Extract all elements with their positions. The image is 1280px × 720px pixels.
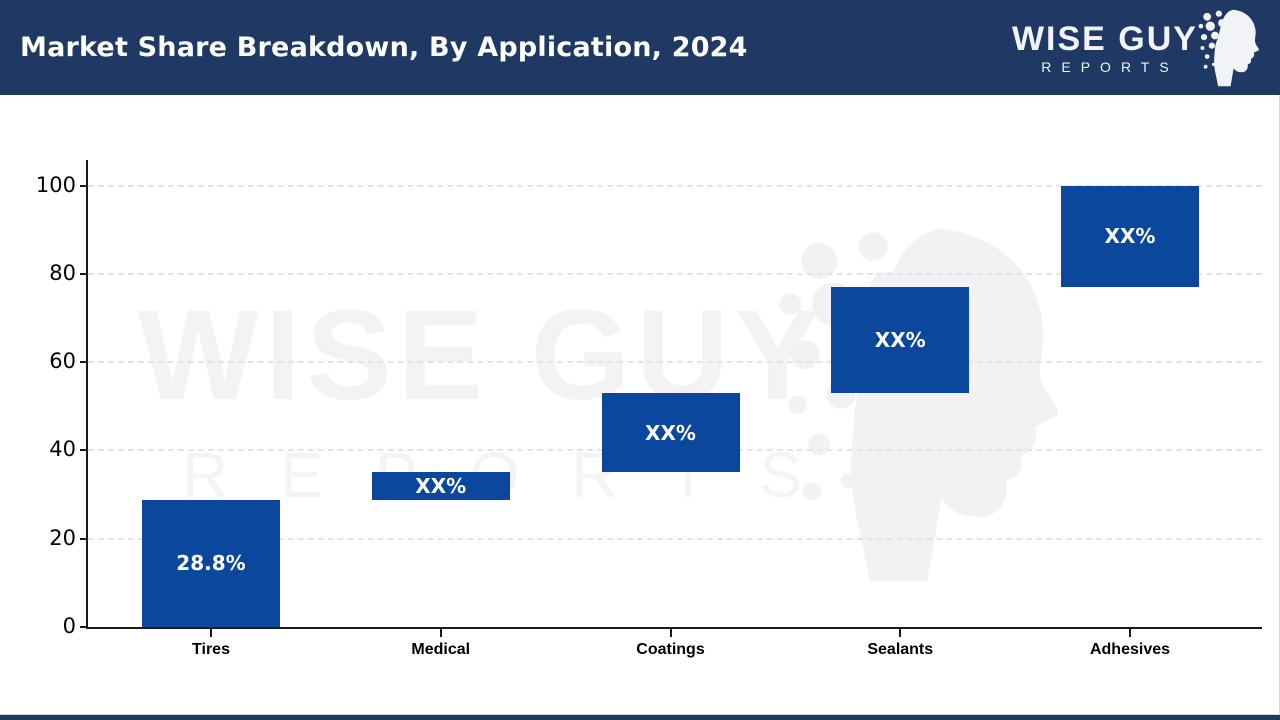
x-axis-tick: [210, 629, 212, 637]
x-axis-tick: [439, 629, 442, 637]
bar-tires: 28.8%: [142, 499, 280, 627]
bar-value-label: XX%: [874, 328, 926, 352]
y-axis-tick-label: 40: [49, 437, 76, 462]
brand-head-icon: [1198, 9, 1259, 86]
gridline: [88, 537, 1262, 540]
brand-subtitle: REPORTS: [1041, 58, 1179, 75]
y-axis-tick: [80, 537, 88, 540]
y-axis-tick-label: 0: [62, 614, 76, 638]
x-axis-line: [86, 627, 1262, 629]
y-axis-line: [86, 160, 88, 629]
brand-name: WISE GUY: [1011, 19, 1198, 58]
y-axis-tick: [80, 361, 88, 364]
bar-adhesives: XX%: [1061, 185, 1199, 288]
watermark-head-icon: [779, 228, 1058, 582]
footer-hairline: [0, 714, 1280, 715]
bar-value-label: XX%: [1104, 224, 1156, 249]
bar-coatings: XX%: [601, 393, 740, 473]
x-axis-tick: [669, 629, 672, 637]
y-axis-tick: [80, 449, 88, 452]
y-axis-tick-label: 80: [49, 260, 76, 285]
footer-bar: [0, 715, 1280, 720]
x-axis-category-label: Coatings: [636, 641, 705, 658]
bar-medical: XX%: [371, 472, 510, 500]
y-axis-tick-label: 60: [49, 349, 76, 374]
y-axis-tick-label: 100: [35, 172, 76, 197]
x-axis-category-label: Sealants: [867, 641, 934, 658]
brand-logo-text: WISE GUY REPORTS: [1012, 22, 1198, 74]
bar-value-label: XX%: [415, 474, 467, 499]
x-axis-category-label: Medical: [411, 641, 471, 658]
x-axis-tick: [1129, 629, 1131, 637]
bar-value-label: 28.8%: [176, 551, 246, 576]
y-axis-tick: [80, 272, 88, 275]
bar-sealants: XX%: [831, 287, 970, 393]
x-axis-tick: [899, 629, 902, 637]
header-band: Market Share Breakdown, By Application, …: [0, 0, 1280, 95]
gridline: [88, 361, 1262, 364]
y-axis-tick: [80, 626, 88, 628]
page-title: Market Share Breakdown, By Application, …: [20, 32, 748, 63]
gridline: [88, 272, 1262, 275]
gridline: [88, 184, 1262, 187]
y-axis-tick: [80, 184, 88, 187]
brand-logo: WISE GUY REPORTS: [1012, 9, 1280, 87]
x-axis-category-label: Tires: [192, 641, 230, 658]
bar-value-label: XX%: [645, 420, 696, 445]
y-axis-tick-label: 20: [49, 525, 76, 550]
x-axis-category-label: Adhesives: [1089, 641, 1171, 658]
